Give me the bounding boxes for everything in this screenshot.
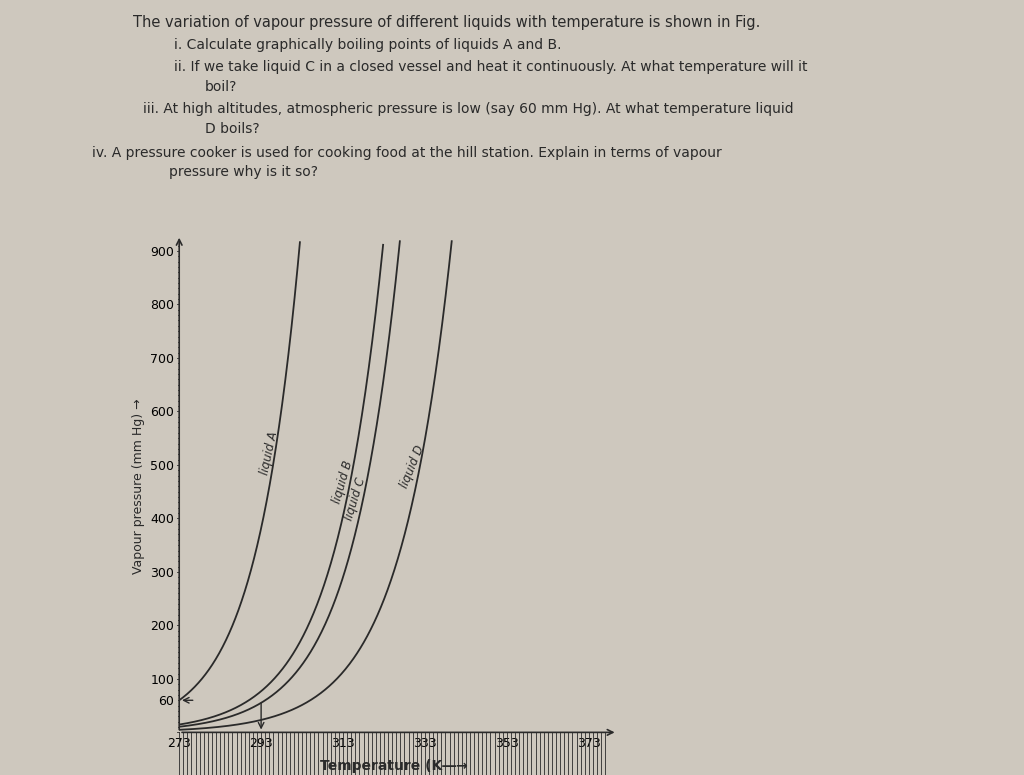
Text: liquid A: liquid A (258, 430, 281, 476)
Text: iv. A pressure cooker is used for cooking food at the hill station. Explain in t: iv. A pressure cooker is used for cookin… (92, 146, 722, 160)
Y-axis label: Vapour pressure (mm Hg) →: Vapour pressure (mm Hg) → (132, 398, 144, 574)
Text: iii. At high altitudes, atmospheric pressure is low (say 60 mm Hg). At what temp: iii. At high altitudes, atmospheric pres… (143, 102, 794, 116)
Text: boil?: boil? (205, 80, 238, 94)
Text: liquid D: liquid D (398, 444, 427, 491)
Text: D boils?: D boils? (205, 122, 259, 136)
Text: liquid B: liquid B (331, 460, 355, 505)
Text: pressure why is it so?: pressure why is it so? (169, 165, 318, 179)
Text: The variation of vapour pressure of different liquids with temperature is shown : The variation of vapour pressure of diff… (133, 16, 761, 30)
Text: liquid C: liquid C (343, 477, 368, 522)
X-axis label: Temperature (K―→: Temperature (K―→ (321, 759, 468, 773)
Text: ii. If we take liquid C in a closed vessel and heat it continuously. At what tem: ii. If we take liquid C in a closed vess… (174, 60, 808, 74)
Text: i. Calculate graphically boiling points of liquids A and B.: i. Calculate graphically boiling points … (174, 38, 561, 52)
